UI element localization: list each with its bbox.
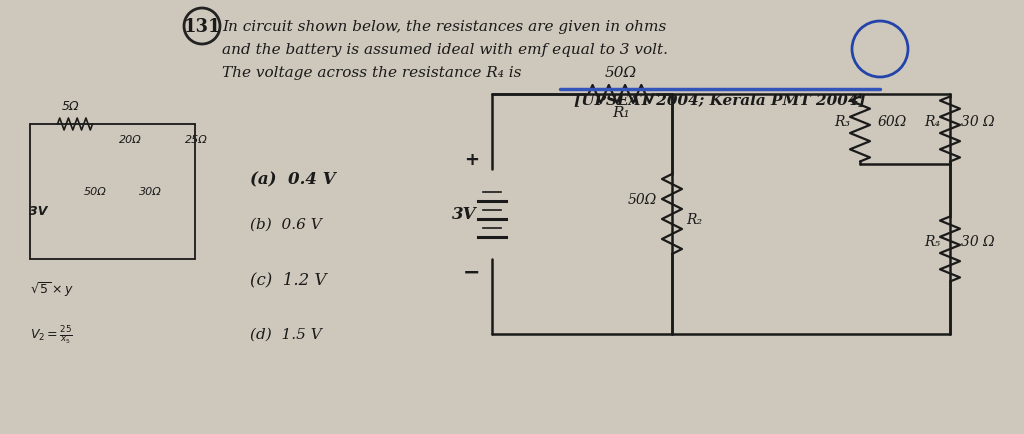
Text: 30 Ω: 30 Ω <box>962 115 994 129</box>
Text: 50Ω: 50Ω <box>628 193 656 207</box>
Text: 50Ω: 50Ω <box>84 187 106 197</box>
Text: R₃: R₃ <box>834 115 850 129</box>
Text: 3V: 3V <box>29 204 47 217</box>
Text: 60Ω: 60Ω <box>878 115 906 129</box>
Text: 50Ω: 50Ω <box>605 66 637 80</box>
Text: (b)  0.6 V: (b) 0.6 V <box>250 217 322 231</box>
Text: 20Ω: 20Ω <box>119 135 141 145</box>
Text: (a)  0.4 V: (a) 0.4 V <box>250 171 336 188</box>
Text: 25Ω: 25Ω <box>185 135 208 145</box>
Text: R₅: R₅ <box>924 234 940 248</box>
Text: [UPSEAT 2004; Kerala PMT 2004]: [UPSEAT 2004; Kerala PMT 2004] <box>574 93 866 107</box>
Text: +: + <box>465 151 479 169</box>
Text: −: − <box>463 263 480 283</box>
Text: 131: 131 <box>183 18 221 36</box>
Text: 30 Ω: 30 Ω <box>962 234 994 248</box>
Text: $\sqrt{5} \times y$: $\sqrt{5} \times y$ <box>30 280 74 299</box>
Text: 3V: 3V <box>452 206 476 223</box>
Text: R₁: R₁ <box>612 106 630 120</box>
Text: 30Ω: 30Ω <box>138 187 162 197</box>
Text: $V_2 = \frac{25}{x_5}$: $V_2 = \frac{25}{x_5}$ <box>30 323 73 345</box>
Text: In circuit shown below, the resistances are given in ohms: In circuit shown below, the resistances … <box>222 20 667 34</box>
Text: (c)  1.2 V: (c) 1.2 V <box>250 271 327 288</box>
Text: 5Ω: 5Ω <box>61 100 79 113</box>
Text: and the battery is assumed ideal with emf equal to 3 volt.: and the battery is assumed ideal with em… <box>222 43 668 57</box>
Text: (d)  1.5 V: (d) 1.5 V <box>250 327 322 341</box>
Text: R₄: R₄ <box>924 115 940 129</box>
Text: The voltage across the resistance R₄ is: The voltage across the resistance R₄ is <box>222 66 521 80</box>
Text: R₂: R₂ <box>686 213 702 227</box>
